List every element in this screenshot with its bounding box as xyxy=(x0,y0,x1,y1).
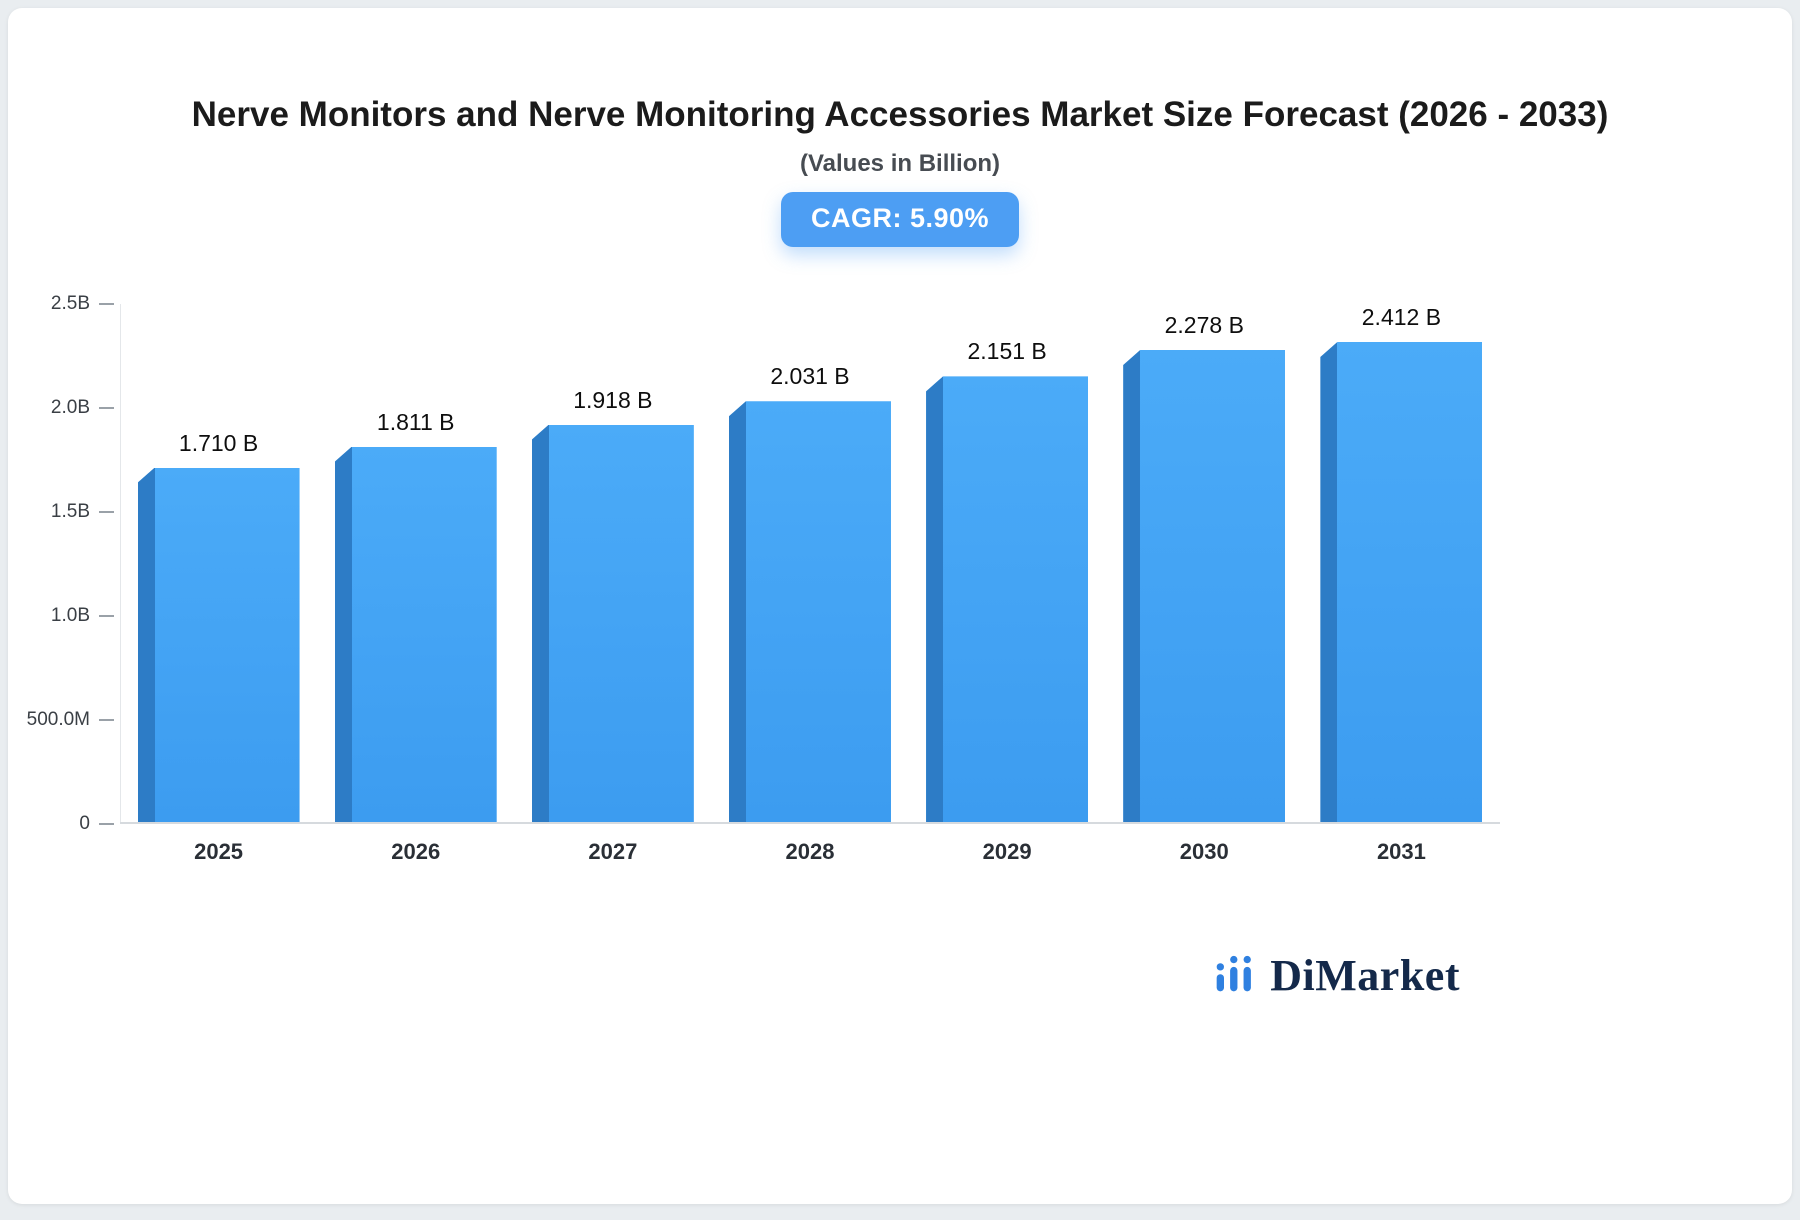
bar-2030[interactable] xyxy=(1123,350,1286,822)
bar-slot: 2.278 B xyxy=(1106,304,1303,822)
y-tick-label: 1.5B xyxy=(50,501,90,522)
y-tick: 1.5B xyxy=(51,501,114,523)
plot-area: 1.710 B 1.811 B 1.918 B 2.031 B 2.151 B 2.278… xyxy=(120,304,1500,824)
y-tick-mark xyxy=(99,407,114,409)
y-tick-mark xyxy=(99,511,114,513)
x-axis-label: 2029 xyxy=(982,839,1032,864)
y-tick-label: 2.0B xyxy=(50,397,90,418)
bar-value-label: 2.151 B xyxy=(967,338,1047,365)
y-tick: 2.5B xyxy=(51,293,114,315)
bar-chart-logo-icon xyxy=(1213,951,1257,1000)
bar-value-label: 1.918 B xyxy=(573,386,653,413)
bar-slot: 1.710 B xyxy=(120,304,317,822)
bar-slot: 2.151 B xyxy=(909,304,1106,822)
y-tick-label: 500.0M xyxy=(26,709,90,730)
bar-side-shade xyxy=(334,446,352,822)
bar-2027[interactable] xyxy=(531,424,694,822)
y-tick-mark xyxy=(99,615,114,617)
bar-2031[interactable] xyxy=(1320,342,1483,822)
bar-slot: 2.412 B xyxy=(1303,304,1500,822)
bar-slot: 1.918 B xyxy=(514,304,711,822)
x-axis-label: 2026 xyxy=(391,839,441,864)
bar-2029[interactable] xyxy=(926,376,1089,822)
bar-2025[interactable] xyxy=(137,467,300,822)
bar-value-label: 2.412 B xyxy=(1361,304,1442,330)
x-axis-label: 2031 xyxy=(1376,839,1426,864)
y-tick: 0 xyxy=(79,813,114,835)
bar-value-label: 1.710 B xyxy=(178,429,259,456)
chart-title: Nerve Monitors and Nerve Monitoring Acce… xyxy=(191,95,1609,134)
x-axis-label: 2028 xyxy=(785,839,835,864)
bar-2028[interactable] xyxy=(728,401,891,822)
cagr-badge: CAGR: 5.90% xyxy=(780,191,1020,247)
x-axis-labels: 2025 2026 2027 2028 2029 2030 2031 xyxy=(120,839,1500,865)
y-tick-mark xyxy=(99,303,114,305)
y-tick: 500.0M xyxy=(27,709,114,731)
bar-value-label: 1.811 B xyxy=(376,408,455,435)
chart-card: Nerve Monitors and Nerve Monitoring Acce… xyxy=(8,8,1792,1204)
chart-subtitle: (Values in Billion) xyxy=(799,149,1001,177)
y-tick-mark xyxy=(99,719,114,721)
bar-side-shade xyxy=(531,424,549,822)
x-axis-label: 2025 xyxy=(194,839,244,864)
bar-side-shade xyxy=(137,467,155,822)
x-axis-label: 2027 xyxy=(588,839,638,864)
bar-side-shade xyxy=(1320,342,1338,822)
bar-slot: 1.811 B xyxy=(317,304,514,822)
chart-area: 2.5B 2.0B 1.5B 1.0B 500.0M 0 1.710 B 1.811 B 1.… xyxy=(8,293,1792,865)
brand-logo: DiMarket xyxy=(1213,950,1460,1001)
bar-value-label: 2.031 B xyxy=(770,363,850,390)
y-tick-label: 0 xyxy=(79,813,90,834)
bar-2026[interactable] xyxy=(334,446,497,822)
y-tick: 1.0B xyxy=(51,605,114,627)
bar-slot: 2.031 B xyxy=(711,304,908,822)
bar-side-shade xyxy=(1123,350,1141,822)
bar-side-shade xyxy=(926,376,944,822)
y-tick-label: 2.5B xyxy=(50,293,90,314)
brand-name: DiMarket xyxy=(1270,951,1460,1000)
x-axis-label: 2030 xyxy=(1179,839,1229,864)
bar-side-shade xyxy=(728,401,746,822)
bar-value-label: 2.278 B xyxy=(1164,312,1244,338)
y-tick-label: 1.0B xyxy=(50,605,90,626)
chart-header: Nerve Monitors and Nerve Monitoring Acce… xyxy=(8,8,1792,247)
y-axis: 2.5B 2.0B 1.5B 1.0B 500.0M 0 xyxy=(8,293,114,834)
y-tick: 2.0B xyxy=(51,397,114,419)
y-tick-mark xyxy=(99,823,114,825)
